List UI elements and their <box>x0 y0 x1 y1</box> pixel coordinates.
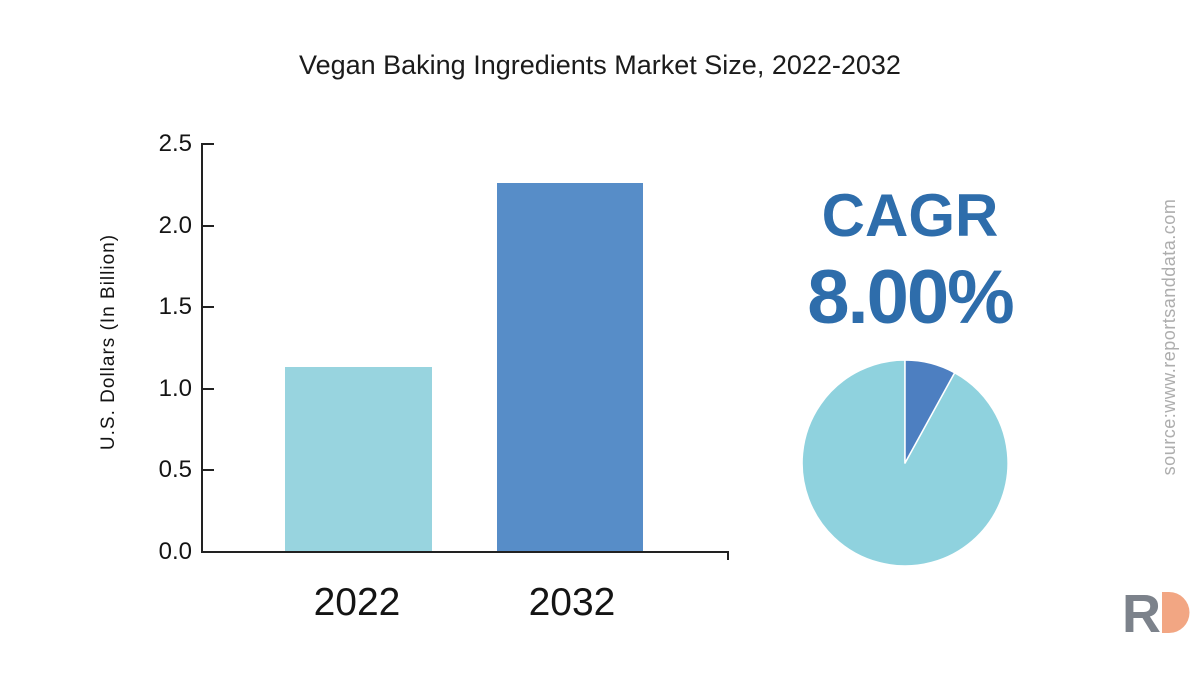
ytick-2-5: 2.5 <box>158 130 192 157</box>
cagr-value: 8.00% <box>807 255 1015 340</box>
cagr-label: CAGR <box>821 182 999 249</box>
axis-spine <box>201 143 729 560</box>
ytick-1-0: 1.0 <box>158 375 192 402</box>
chart-title: Vegan Baking Ingredients Market Size, 20… <box>299 50 901 80</box>
logo-r-letter: R <box>1122 584 1161 644</box>
pie-cagr-slice <box>904 359 956 464</box>
x-label-2032: 2032 <box>528 581 616 624</box>
logo-d-icon <box>1162 592 1190 633</box>
x-label-2022: 2022 <box>313 581 401 624</box>
ytick-2-0: 2.0 <box>158 212 192 239</box>
axis-ticks <box>202 225 214 471</box>
ytick-1-5: 1.5 <box>158 293 192 320</box>
bar-2022 <box>285 367 432 552</box>
source-credit: source:www.reportsanddata.com <box>1159 198 1179 476</box>
bar-2032 <box>497 183 643 552</box>
ytick-0-5: 0.5 <box>158 456 192 483</box>
ytick-0-0: 0.0 <box>158 538 192 565</box>
y-axis-label: U.S. Dollars (In Billion) <box>98 233 119 451</box>
